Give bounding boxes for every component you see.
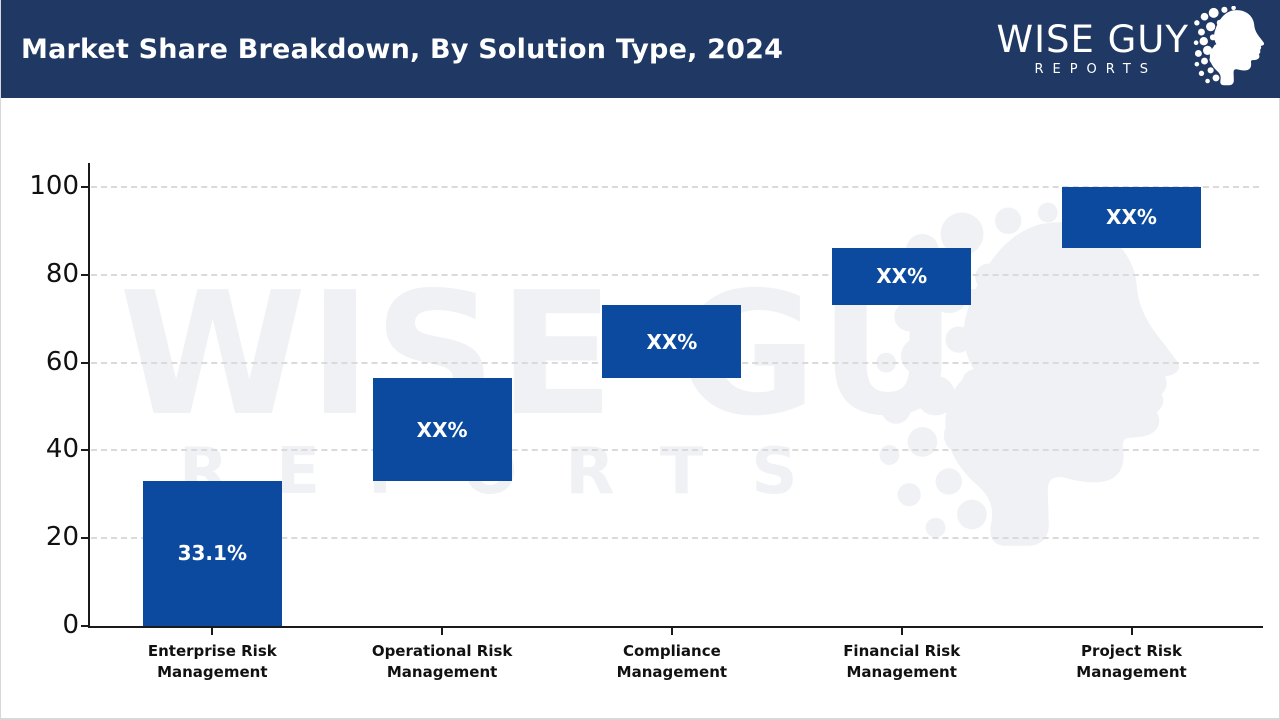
x-category-label-line: Project Risk [1081,642,1182,660]
x-category-label-line: Management [1076,663,1187,681]
y-axis-spine [88,163,90,628]
x-category-label-project-risk-management: Project Risk Management [1012,641,1252,683]
bar-value-label-compliance-management: XX% [646,329,698,354]
bar-enterprise-risk-management[interactable] [142,480,282,626]
page-title: Market Share Breakdown, By Solution Type… [21,34,784,65]
wise-guy-logo: WISE GUY REPORTS [996,18,1189,77]
gridline-100 [91,186,1259,188]
bar-value-label-operational-risk-management: XX% [416,417,468,442]
bar-value-label-project-risk-management: XX% [1106,205,1157,230]
x-tick-mark-enterprise-risk-management [211,628,214,635]
bar-project-risk-management[interactable] [1062,187,1201,248]
y-tick-label-80: 80 [45,258,79,289]
bar-value-label-financial-risk-management: XX% [876,264,928,289]
y-tick-mark-60 [81,361,89,364]
x-tick-mark-operational-risk-management [441,628,444,635]
x-category-label-enterprise-risk-management: Enterprise Risk Management [92,641,332,683]
wise-guy-head-icon [1193,6,1265,86]
x-axis-spine [88,626,1263,628]
x-category-label-line: Enterprise Risk [147,642,277,660]
y-tick-mark-0 [81,625,89,627]
y-tick-label-100: 100 [29,170,79,201]
x-category-label-line: Management [616,663,728,681]
y-tick-label-20: 20 [45,521,79,552]
x-tick-mark-financial-risk-management [900,628,903,635]
gridline-40 [91,449,1259,452]
x-category-label-line: Operational Risk [371,642,513,660]
x-category-label-line: Management [157,663,268,681]
bar-operational-risk-management[interactable] [372,378,512,481]
logo-subtext: REPORTS [1034,61,1158,77]
gridline-20 [91,537,1259,540]
x-category-label-operational-risk-management: Operational Risk Management [322,641,562,683]
y-tick-mark-80 [81,273,89,276]
bar-financial-risk-management[interactable] [832,247,972,305]
x-tick-mark-project-risk-management [1130,628,1133,635]
y-tick-label-40: 40 [45,434,79,465]
x-category-label-line: Financial Risk [843,642,961,660]
bar-value-label-enterprise-risk-management: 33.1% [177,541,247,566]
bar-compliance-management[interactable] [602,304,742,379]
y-tick-mark-20 [81,537,89,540]
x-category-label-compliance-management: Compliance Management [552,641,792,683]
logo-wordmark: WISE GUY [996,18,1189,61]
x-category-label-line: Management [386,663,498,681]
x-category-label-financial-risk-management: Financial Risk Management [782,641,1022,683]
x-category-label-line: Compliance [622,642,721,660]
y-tick-label-60: 60 [45,346,79,377]
y-tick-mark-40 [81,449,89,452]
x-category-label-line: Management [846,663,957,681]
x-tick-mark-compliance-management [670,628,673,635]
gridline-80 [91,273,1259,276]
waterfall-chart: WISE GUY REPORTS 0 20 40 60 80 100 33.1% Enterp… [1,98,1280,718]
y-tick-label-0: 0 [62,609,79,640]
y-tick-mark-100 [81,186,89,188]
header: Market Share Breakdown, By Solution Type… [1,0,1280,98]
